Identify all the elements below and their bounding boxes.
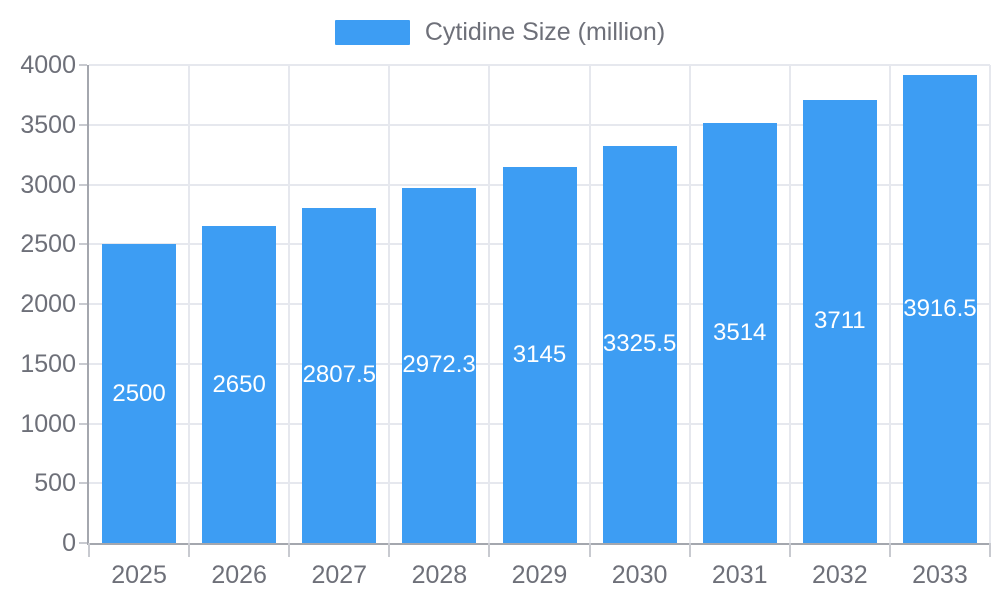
bar[interactable]: 3145 — [502, 167, 577, 543]
y-axis-label: 4000 — [20, 51, 76, 79]
y-axis-tick — [79, 123, 87, 126]
x-axis-tick — [488, 543, 491, 557]
x-gridline — [488, 65, 491, 543]
bar-value-label: 3325.5 — [602, 330, 677, 358]
bar-value-label: 3514 — [713, 319, 767, 347]
x-axis-tick — [888, 543, 891, 557]
y-axis-label: 500 — [34, 469, 76, 498]
y-axis-tick — [79, 243, 87, 246]
y-gridline — [89, 64, 990, 66]
bar[interactable]: 2650 — [202, 226, 277, 543]
x-gridline — [888, 65, 891, 543]
y-gridline — [89, 123, 990, 126]
y-axis-label: 1000 — [20, 409, 76, 438]
bar-value-label: 3916.5 — [903, 294, 977, 322]
legend[interactable]: Cytidine Size (million) — [0, 19, 1000, 46]
x-gridline — [588, 65, 591, 543]
bar-value-label: 2650 — [212, 370, 266, 398]
x-axis-label: 2033 — [912, 561, 968, 589]
y-axis-label: 2000 — [20, 290, 76, 318]
x-axis-tick — [588, 543, 591, 557]
x-gridline — [388, 65, 391, 543]
x-gridline — [989, 65, 991, 543]
x-axis-tick — [388, 543, 391, 557]
x-gridline — [788, 65, 791, 543]
y-axis-label: 1500 — [20, 349, 76, 378]
x-axis-label: 2028 — [411, 561, 468, 589]
x-axis-tick — [788, 543, 791, 557]
x-axis-label: 2032 — [812, 561, 868, 589]
x-axis-label: 2031 — [711, 561, 768, 589]
bar[interactable]: 3514 — [702, 123, 777, 543]
x-axis-label: 2027 — [311, 561, 368, 589]
x-axis-tick — [688, 543, 691, 557]
y-axis-tick — [79, 64, 87, 66]
x-axis-tick — [989, 543, 991, 557]
bar-value-label: 2972.375 — [402, 351, 476, 379]
y-axis-tick — [79, 422, 87, 425]
y-axis-tick — [79, 542, 87, 544]
bar-value-label: 3145 — [512, 341, 567, 369]
bar[interactable]: 3916.5 — [902, 74, 977, 543]
legend-label[interactable]: Cytidine Size (million) — [424, 18, 666, 46]
bar[interactable]: 2972.375 — [402, 187, 477, 543]
y-axis-label: 3500 — [20, 110, 76, 139]
y-axis-label: 0 — [62, 529, 76, 557]
bar[interactable]: 3711 — [802, 99, 877, 543]
x-axis-tick — [88, 543, 90, 557]
y-axis-label: 2500 — [20, 230, 76, 259]
bar-value-label: 3711 — [814, 307, 866, 335]
bar-value-label: 2500 — [112, 379, 166, 407]
bar[interactable]: 2807.5 — [302, 207, 377, 543]
bar[interactable]: 3325.5 — [602, 145, 677, 543]
plot-area: 0 500 1000 1500 2000 2500 3000 3500 4000 2500 2025… — [20, 51, 991, 589]
x-axis-tick — [288, 543, 291, 557]
y-axis-label: 3000 — [20, 170, 76, 199]
x-axis-label: 2026 — [211, 561, 267, 589]
y-axis-tick — [79, 303, 87, 305]
x-gridline — [688, 65, 691, 543]
x-axis-label: 2030 — [611, 561, 668, 589]
bar[interactable]: 2500 — [102, 244, 177, 543]
x-axis-label: 2029 — [511, 561, 568, 589]
y-axis-tick — [79, 362, 87, 365]
y-axis-tick — [79, 183, 87, 186]
bar-value-label: 2807.5 — [302, 361, 376, 389]
y-axis-tick — [79, 482, 87, 485]
x-axis-label: 2025 — [111, 561, 167, 589]
x-gridline — [188, 65, 191, 543]
legend-swatch[interactable] — [334, 20, 410, 45]
x-axis-tick — [188, 543, 191, 557]
x-gridline — [288, 65, 291, 543]
